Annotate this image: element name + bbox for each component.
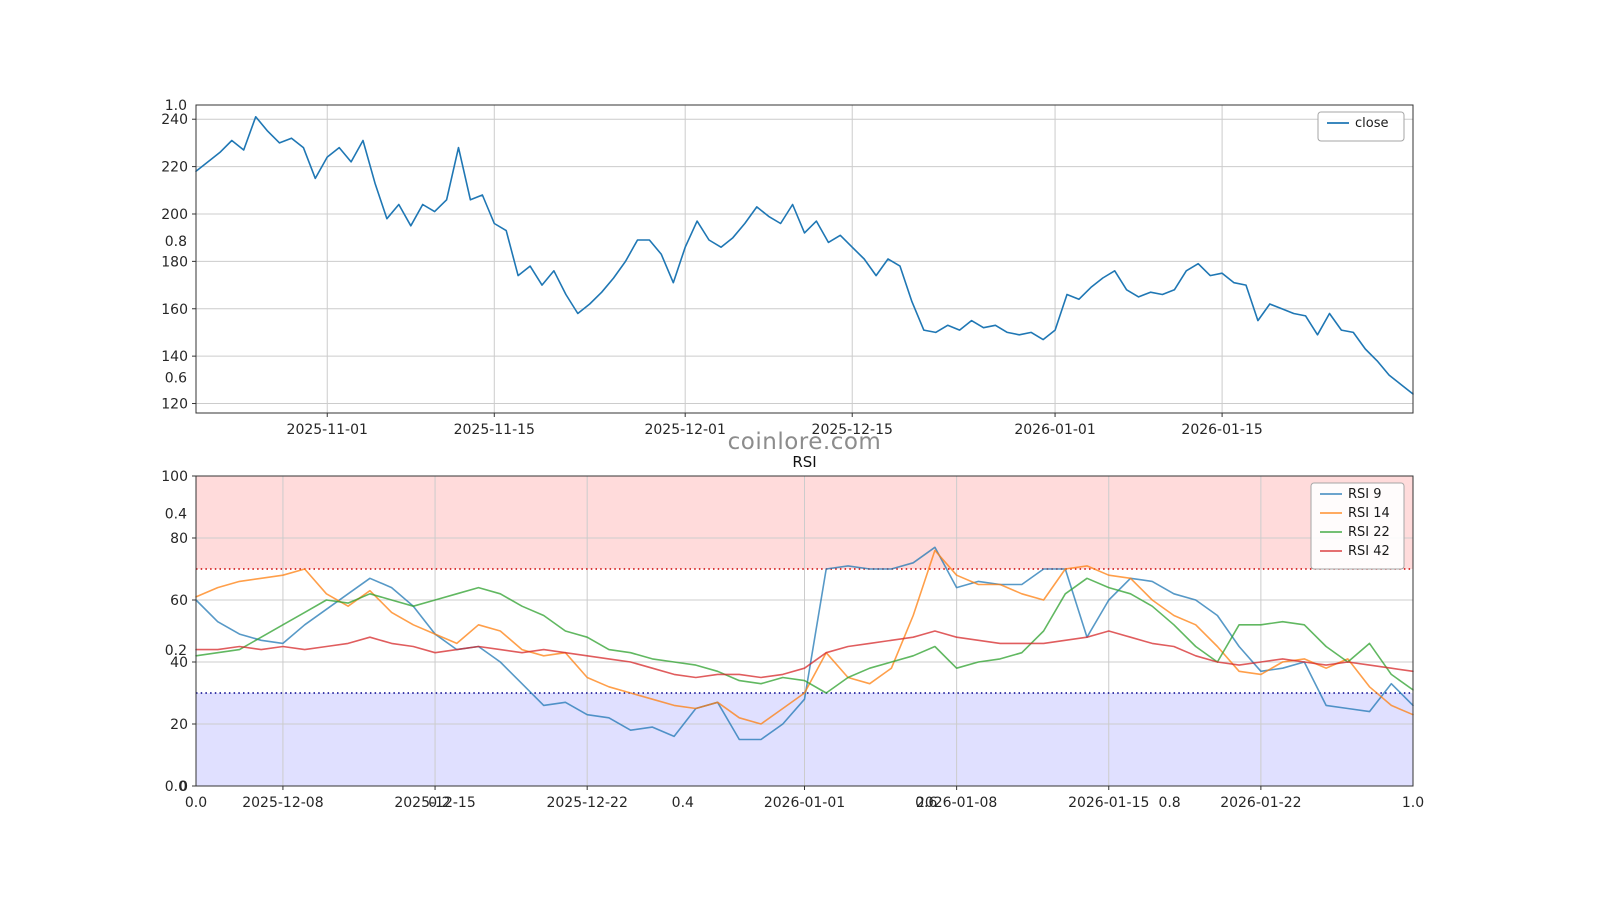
legend-box [1317, 111, 1405, 142]
legend-label-rsi-14: RSI 14 [1348, 506, 1390, 521]
y-tick-label: 60 [170, 593, 188, 609]
legend-label-rsi-9: RSI 9 [1348, 487, 1382, 502]
overlay-y-tick-label: 0.4 [165, 507, 187, 523]
overlay-y-tick-label: 0.0 [165, 779, 187, 795]
overlay-y-tick-label: 1.0 [165, 98, 187, 114]
y-tick-label: 20 [170, 717, 188, 733]
legend: close [1317, 111, 1405, 142]
series-line-rsi-14 [195, 549, 1414, 725]
overlay-y-tick-label: 0.6 [165, 370, 187, 386]
x-tick-label: 2025-12-01 [644, 422, 725, 438]
y-tick-label: 240 [161, 112, 188, 128]
overlay-y-tick-label: 0.8 [165, 234, 187, 250]
overlay-x-tick-label: 0.6 [915, 795, 937, 811]
x-tick-label: 2025-12-15 [394, 795, 475, 811]
x-tick-label: 2025-11-01 [287, 422, 368, 438]
overlay-y-tick-label: 0.2 [165, 643, 187, 659]
x-tick-label: 2026-01-01 [1014, 422, 1095, 438]
rsi-subplot-title: RSI [792, 453, 817, 471]
y-tick-label: 120 [161, 397, 188, 413]
overlay-x-tick-label: 0.0 [185, 795, 207, 811]
y-tick-label: 0 [179, 779, 188, 795]
legend: RSI 9 RSI 14 RSI 22 RSI 42 [1310, 482, 1405, 570]
rsi-chart-axes: 0 20 40 60 80 100 2025-12-08 2025-12-15 2025-12-… [161, 469, 1414, 811]
overlay-x-tick-label: 0.4 [672, 795, 694, 811]
y-tick-label: 100 [161, 469, 188, 485]
x-tick-label: 2026-01-15 [1068, 795, 1149, 811]
y-tick-label: 80 [170, 531, 188, 547]
price-chart-axes: 120 140 160 180 200 220 240 2025-11-01 2025-11-1… [161, 104, 1414, 438]
series-line-rsi-22 [195, 577, 1414, 694]
y-tick-label: 140 [161, 349, 188, 365]
x-tick-label: 2025-12-08 [242, 795, 323, 811]
y-tick-label: 40 [170, 655, 188, 671]
series-line-rsi-9 [195, 546, 1414, 741]
watermark: coinlore.com [727, 429, 882, 455]
x-tick-label: 2025-12-22 [546, 795, 627, 811]
x-tick-label: 2026-01-15 [1181, 422, 1262, 438]
series-line-rsi-42 [195, 630, 1414, 679]
series-line-close [195, 116, 1414, 395]
legend-label-close: close [1355, 116, 1388, 131]
y-tick-label: 160 [161, 302, 188, 318]
legend-label-rsi-42: RSI 42 [1348, 544, 1390, 559]
x-tick-label: 2026-01-08 [916, 795, 997, 811]
y-tick-label: 220 [161, 160, 188, 176]
overlay-axis-ticks: 1.0 0.8 0.6 0.4 0.2 0.00.0 0.2 0.4 0.6 0.8 1.0 [165, 98, 1424, 811]
legend-box [1310, 482, 1405, 570]
axes-frame [195, 104, 1414, 414]
overlay-x-tick-label: 0.8 [1158, 795, 1180, 811]
x-tick-label: 2025-11-15 [454, 422, 535, 438]
overlay-x-tick-label: 0.2 [428, 795, 450, 811]
x-tick-label: 2026-01-01 [764, 795, 845, 811]
x-tick-label: 2026-01-22 [1220, 795, 1301, 811]
legend-label-rsi-22: RSI 22 [1348, 525, 1390, 540]
overlay-x-tick-label: 1.0 [1402, 795, 1424, 811]
y-tick-label: 180 [161, 254, 188, 270]
y-tick-label: 200 [161, 207, 188, 223]
x-tick-label: 2025-12-15 [812, 422, 893, 438]
